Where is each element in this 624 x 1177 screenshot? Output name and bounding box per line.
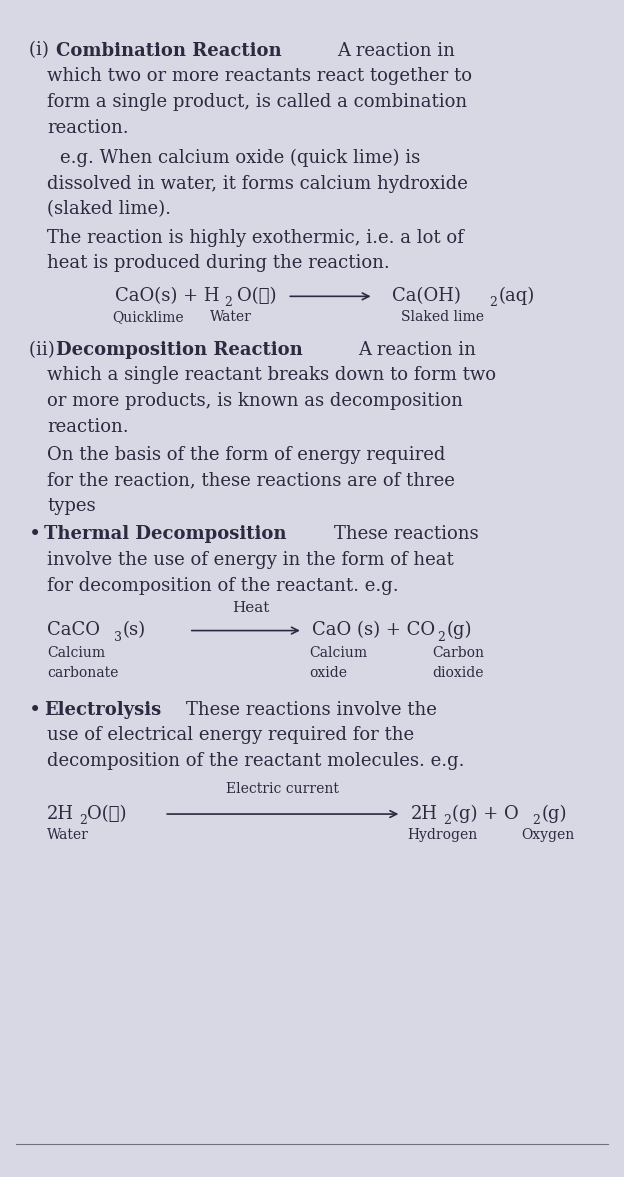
Text: O(ℓ): O(ℓ) xyxy=(237,287,276,305)
Text: Calcium: Calcium xyxy=(309,646,367,660)
Text: 2: 2 xyxy=(79,814,87,827)
Text: carbonate: carbonate xyxy=(47,666,119,679)
Text: involve the use of energy in the form of heat: involve the use of energy in the form of… xyxy=(47,551,454,570)
Text: (g): (g) xyxy=(446,621,472,639)
Text: 2: 2 xyxy=(489,297,497,310)
Text: form a single product, is called a combination: form a single product, is called a combi… xyxy=(47,93,467,111)
Text: (g) + O: (g) + O xyxy=(452,805,519,823)
Text: (g): (g) xyxy=(542,805,567,823)
Text: Ca(OH): Ca(OH) xyxy=(392,287,461,305)
Text: reaction.: reaction. xyxy=(47,119,129,137)
Text: Calcium: Calcium xyxy=(47,646,105,660)
Text: Quicklime: Quicklime xyxy=(112,311,183,325)
Text: 2H: 2H xyxy=(47,805,74,823)
Text: (ii): (ii) xyxy=(29,341,61,359)
Text: Oxygen: Oxygen xyxy=(521,829,575,842)
Text: Thermal Decomposition: Thermal Decomposition xyxy=(44,525,286,544)
Text: 2: 2 xyxy=(437,631,445,644)
Text: dissolved in water, it forms calcium hydroxide: dissolved in water, it forms calcium hyd… xyxy=(47,175,468,193)
Text: Electric current: Electric current xyxy=(226,783,339,797)
Text: •: • xyxy=(29,525,41,545)
Text: CaO(s) + H: CaO(s) + H xyxy=(115,287,220,305)
Text: or more products, is known as decomposition: or more products, is known as decomposit… xyxy=(47,392,463,410)
Text: use of electrical energy required for the: use of electrical energy required for th… xyxy=(47,726,414,744)
Text: e.g. When calcium oxide (quick lime) is: e.g. When calcium oxide (quick lime) is xyxy=(59,149,420,167)
Text: The reaction is highly exothermic, i.e. a lot of: The reaction is highly exothermic, i.e. … xyxy=(47,228,464,246)
Text: for the reaction, these reactions are of three: for the reaction, these reactions are of… xyxy=(47,472,455,490)
Text: 2: 2 xyxy=(532,814,540,827)
Text: (s): (s) xyxy=(122,621,145,639)
Text: 2H: 2H xyxy=(411,805,437,823)
Text: which two or more reactants react together to: which two or more reactants react togeth… xyxy=(47,67,472,85)
Text: which a single reactant breaks down to form two: which a single reactant breaks down to f… xyxy=(47,366,496,385)
Text: Electrolysis: Electrolysis xyxy=(44,700,162,719)
Text: (i): (i) xyxy=(29,41,54,60)
Text: (aq): (aq) xyxy=(499,287,535,305)
Text: for decomposition of the reactant. e.g.: for decomposition of the reactant. e.g. xyxy=(47,577,399,594)
Text: CaO (s) + CO: CaO (s) + CO xyxy=(312,621,435,639)
Text: •: • xyxy=(29,700,41,719)
Text: O(ℓ): O(ℓ) xyxy=(87,805,127,823)
Text: Carbon: Carbon xyxy=(432,646,484,660)
Text: These reactions involve the: These reactions involve the xyxy=(186,700,437,719)
Text: 2: 2 xyxy=(225,297,233,310)
Text: Heat: Heat xyxy=(232,601,270,616)
Text: Slaked lime: Slaked lime xyxy=(401,311,484,325)
Text: Decomposition Reaction: Decomposition Reaction xyxy=(57,341,303,359)
Text: 3: 3 xyxy=(114,631,122,644)
Text: Hydrogen: Hydrogen xyxy=(407,829,478,842)
Text: CaCO: CaCO xyxy=(47,621,100,639)
Text: (slaked lime).: (slaked lime). xyxy=(47,200,171,219)
Text: oxide: oxide xyxy=(309,666,347,679)
Text: A reaction in: A reaction in xyxy=(336,41,454,60)
Text: heat is produced during the reaction.: heat is produced during the reaction. xyxy=(47,254,390,272)
Text: A reaction in: A reaction in xyxy=(358,341,476,359)
Text: Water: Water xyxy=(47,829,89,842)
Text: decomposition of the reactant molecules. e.g.: decomposition of the reactant molecules.… xyxy=(47,752,465,770)
Text: types: types xyxy=(47,498,96,516)
Text: Combination Reaction: Combination Reaction xyxy=(57,41,282,60)
Text: Water: Water xyxy=(210,311,252,325)
Text: dioxide: dioxide xyxy=(432,666,484,679)
Text: These reactions: These reactions xyxy=(334,525,478,544)
Text: 2: 2 xyxy=(443,814,451,827)
Text: On the basis of the form of energy required: On the basis of the form of energy requi… xyxy=(47,446,446,464)
Text: reaction.: reaction. xyxy=(47,418,129,435)
